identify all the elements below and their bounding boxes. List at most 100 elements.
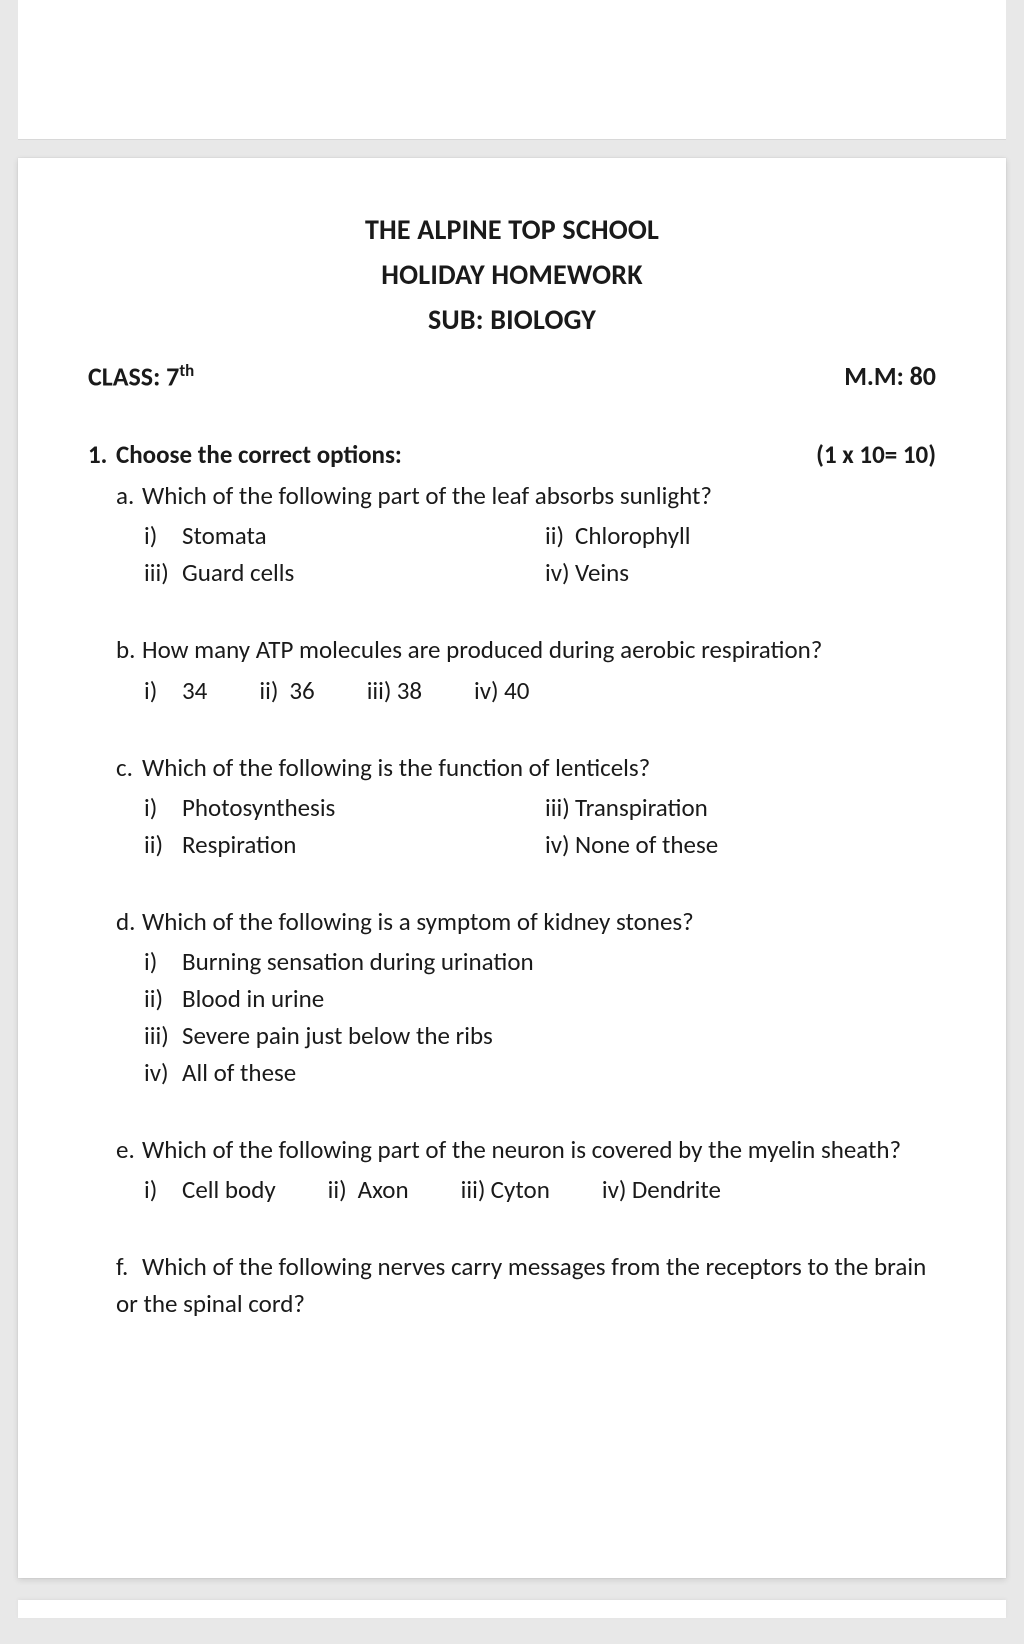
option-label: i) xyxy=(144,792,182,823)
option-text: Dendrite xyxy=(632,1174,721,1205)
option: ii)Axon xyxy=(328,1174,409,1205)
question-b: b.How many ATP molecules are produced du… xyxy=(116,632,936,705)
doc-subject: SUB: BIOLOGY xyxy=(88,298,936,343)
next-page-peek xyxy=(18,1600,1006,1618)
option-text: All of these xyxy=(182,1057,296,1088)
option: iii)Cyton xyxy=(461,1174,550,1205)
option: i)34 xyxy=(144,675,207,706)
option-text: 40 xyxy=(504,675,529,706)
option-text: Cyton xyxy=(491,1174,550,1205)
section-marks: (1 x 10= 10) xyxy=(816,439,936,470)
section-heading: 1. Choose the correct options: (1 x 10= … xyxy=(88,439,936,470)
option-label: i) xyxy=(144,675,182,706)
option-label: iii) xyxy=(144,557,182,588)
option-label: iv) xyxy=(545,829,575,860)
option-label: i) xyxy=(144,946,182,977)
question-stem: c.Which of the following is the function… xyxy=(116,750,936,786)
question-text: Which of the following part of the neuro… xyxy=(142,1134,901,1165)
section-title: Choose the correct options: xyxy=(116,439,736,470)
option-text: Axon xyxy=(358,1174,409,1205)
option-label: iii) xyxy=(545,792,575,823)
option: iii)Severe pain just below the ribs xyxy=(144,1020,936,1051)
question-d: d.Which of the following is a symptom of… xyxy=(116,904,936,1088)
viewport: THE ALPINE TOP SCHOOL HOLIDAY HOMEWORK S… xyxy=(0,0,1024,1644)
option: iv)All of these xyxy=(144,1057,936,1088)
question-stem: f.Which of the following nerves carry me… xyxy=(116,1249,936,1322)
question-text: Which of the following is the function o… xyxy=(142,752,650,783)
options: i)Stomata ii)Chlorophyll iii)Guard cells… xyxy=(144,520,936,588)
question-letter: a. xyxy=(116,478,142,514)
option: ii)Respiration xyxy=(144,829,535,860)
section-number: 1. xyxy=(88,439,116,470)
option: i)Stomata xyxy=(144,520,535,551)
option-label: iii) xyxy=(367,675,397,706)
option: ii)Chlorophyll xyxy=(545,520,936,551)
option-text: 34 xyxy=(182,675,207,706)
option: i)Burning sensation during urination xyxy=(144,946,936,977)
question-c: c.Which of the following is the function… xyxy=(116,750,936,860)
doc-title: HOLIDAY HOMEWORK xyxy=(88,253,936,298)
question-stem: b.How many ATP molecules are produced du… xyxy=(116,632,936,668)
option-text: Severe pain just below the ribs xyxy=(182,1020,493,1051)
option-label: ii) xyxy=(259,675,289,706)
option-label: ii) xyxy=(328,1174,358,1205)
option-text: Stomata xyxy=(182,520,267,551)
option-label: iii) xyxy=(461,1174,491,1205)
option-text: Veins xyxy=(575,557,629,588)
option-text: Chlorophyll xyxy=(575,520,690,551)
question-letter: c. xyxy=(116,750,142,786)
option-text: None of these xyxy=(575,829,718,860)
option-label: iv) xyxy=(545,557,575,588)
option: iv)40 xyxy=(474,675,529,706)
option-label: iv) xyxy=(474,675,504,706)
options: i)Burning sensation during urination ii)… xyxy=(144,946,936,1088)
class-text: CLASS: 7 xyxy=(88,361,179,393)
option-label: iv) xyxy=(602,1174,632,1205)
question-stem: a.Which of the following part of the lea… xyxy=(116,478,936,514)
options: i)34 ii)36 iii)38 iv)40 xyxy=(144,675,936,706)
option-text: Guard cells xyxy=(182,557,294,588)
question-letter: b. xyxy=(116,632,142,668)
option: iv)Veins xyxy=(545,557,936,588)
page-top-strip xyxy=(18,0,1006,140)
option-label: i) xyxy=(144,1174,182,1205)
options: i)Cell body ii)Axon iii)Cyton iv)Dendrit… xyxy=(144,1174,936,1205)
option: i)Photosynthesis xyxy=(144,792,535,823)
school-name: THE ALPINE TOP SCHOOL xyxy=(88,208,936,253)
options: i)Photosynthesis iii)Transpiration ii)Re… xyxy=(144,792,936,860)
option-label: iv) xyxy=(144,1057,182,1088)
option-text: Blood in urine xyxy=(182,983,324,1014)
question-e: e.Which of the following part of the neu… xyxy=(116,1132,936,1205)
option-label: ii) xyxy=(144,829,182,860)
question-text: How many ATP molecules are produced duri… xyxy=(142,634,822,665)
option-text: Burning sensation during urination xyxy=(182,946,534,977)
option: iv)Dendrite xyxy=(602,1174,721,1205)
question-text: Which of the following is a symptom of k… xyxy=(142,906,694,937)
option: iv)None of these xyxy=(545,829,936,860)
option-text: Transpiration xyxy=(575,792,708,823)
question-stem: e.Which of the following part of the neu… xyxy=(116,1132,936,1168)
option-label: ii) xyxy=(545,520,575,551)
option: iii)Guard cells xyxy=(144,557,535,588)
option-text: Photosynthesis xyxy=(182,792,335,823)
question-text: Which of the following nerves carry mess… xyxy=(116,1251,926,1318)
option: ii)36 xyxy=(259,675,314,706)
option-label: iii) xyxy=(144,1020,182,1051)
option-text: Respiration xyxy=(182,829,296,860)
option-label: ii) xyxy=(144,983,182,1014)
option: i)Cell body xyxy=(144,1174,276,1205)
option: iii)38 xyxy=(367,675,422,706)
option: iii)Transpiration xyxy=(545,792,936,823)
option: ii)Blood in urine xyxy=(144,983,936,1014)
question-letter: e. xyxy=(116,1132,142,1168)
meta-row: CLASS: 7th M.M: 80 xyxy=(88,360,936,393)
class-label: CLASS: 7th xyxy=(88,360,194,393)
option-text: 38 xyxy=(397,675,422,706)
question-f: f.Which of the following nerves carry me… xyxy=(116,1249,936,1322)
question-stem: d.Which of the following is a symptom of… xyxy=(116,904,936,940)
question-letter: f. xyxy=(116,1249,142,1285)
question-letter: d. xyxy=(116,904,142,940)
option-text: Cell body xyxy=(182,1174,276,1205)
document-page: THE ALPINE TOP SCHOOL HOLIDAY HOMEWORK S… xyxy=(18,158,1006,1578)
question-text: Which of the following part of the leaf … xyxy=(142,480,712,511)
